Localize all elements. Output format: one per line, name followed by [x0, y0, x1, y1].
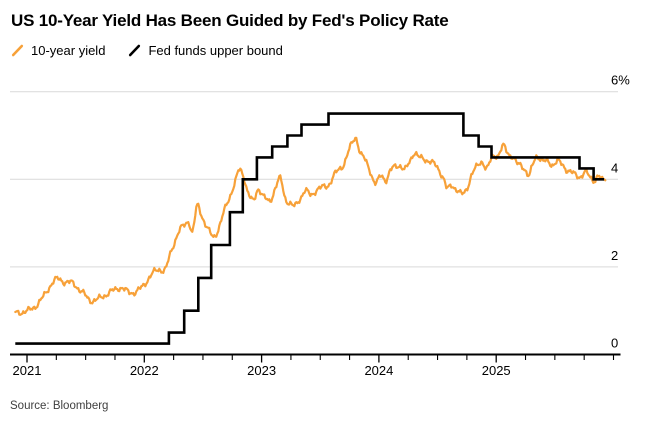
svg-text:4: 4: [611, 160, 618, 175]
series-fed-funds-upper-bound: [15, 112, 605, 345]
x-axis-labels: 2021 2022 2023 2024 2025: [13, 363, 511, 378]
gridlines: [10, 91, 618, 268]
fed-swatch-stroke: [129, 44, 141, 57]
fed-line-swatch-icon: [129, 44, 141, 57]
svg-text:2023: 2023: [247, 363, 276, 378]
yield-swatch-stroke: [11, 44, 24, 57]
legend-item-fed-funds: Fed funds upper bound: [128, 43, 283, 58]
x-axis: [10, 353, 621, 363]
svg-text:0: 0: [611, 336, 618, 351]
chart-title: US 10-Year Yield Has Been Guided by Fed'…: [11, 11, 449, 30]
svg-text:6%: 6%: [611, 73, 630, 88]
series-10-year-yield: [14, 136, 607, 316]
svg-text:2: 2: [611, 248, 618, 263]
chart-legend: 10-year yield Fed funds upper bound: [11, 43, 283, 58]
y-axis-labels: 0 2 4 6%: [611, 73, 630, 351]
svg-text:2021: 2021: [13, 363, 42, 378]
legend-item-10-year-yield: 10-year yield: [11, 43, 105, 58]
source-note: Source: Bloomberg: [10, 400, 109, 412]
svg-text:2024: 2024: [364, 363, 393, 378]
svg-text:2025: 2025: [482, 363, 511, 378]
svg-text:2022: 2022: [130, 363, 159, 378]
legend-label-fed-funds: Fed funds upper bound: [148, 43, 283, 58]
legend-label-10-year-yield: 10-year yield: [31, 43, 106, 58]
yield-line-swatch-icon: [11, 44, 24, 57]
